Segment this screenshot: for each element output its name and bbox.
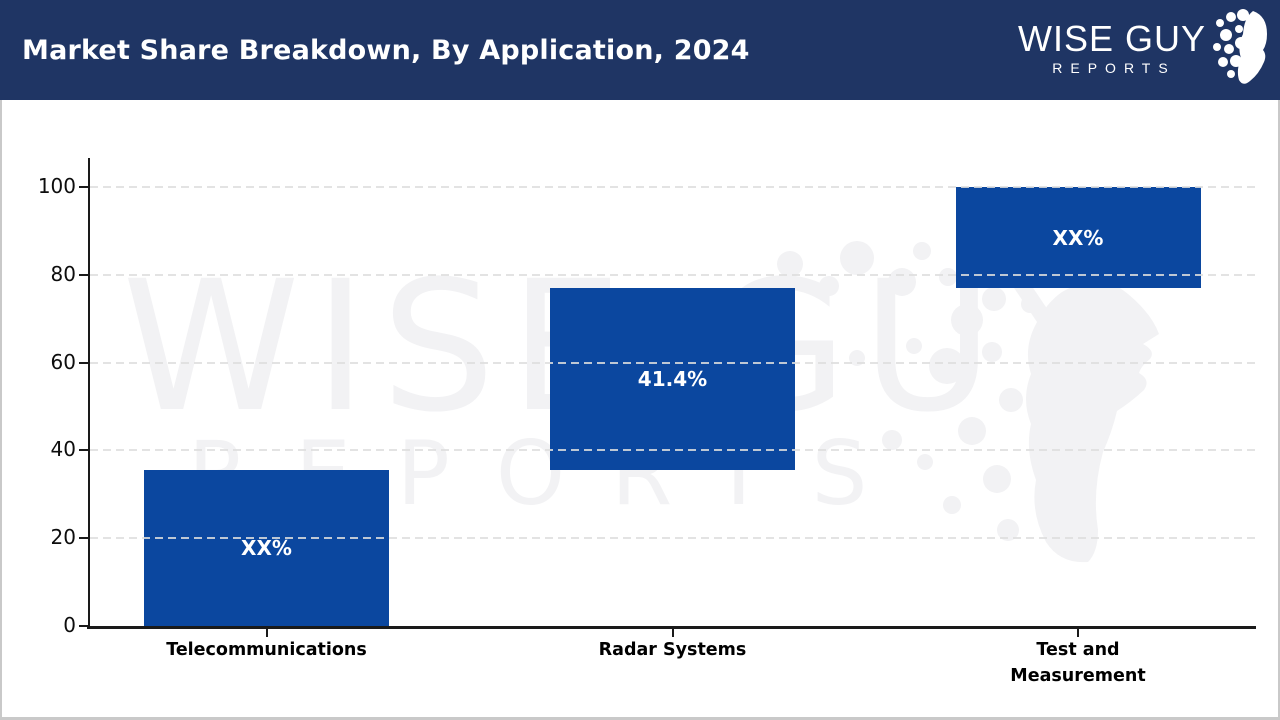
y-tick-label: 60 bbox=[50, 349, 76, 374]
x-axis-line bbox=[87, 626, 1256, 629]
y-tick-mark bbox=[79, 537, 88, 540]
logo-wordmark: WISE GUY bbox=[1017, 18, 1206, 60]
bar-value-label: XX% bbox=[1052, 225, 1104, 250]
y-tick-label: 20 bbox=[50, 525, 76, 550]
x-tick-mark bbox=[671, 629, 674, 637]
x-category-label: Radar Systems bbox=[598, 640, 747, 660]
logo-subtitle: REPORTS bbox=[1052, 59, 1176, 76]
wise-guy-logo: WISE GUY REPORTS bbox=[1018, 8, 1268, 88]
logo-face-icon bbox=[1213, 9, 1267, 84]
x-tick-mark bbox=[1077, 629, 1079, 637]
y-tick-label: 80 bbox=[50, 261, 76, 286]
y-tick-label: 0 bbox=[63, 613, 76, 637]
y-tick-mark bbox=[79, 625, 88, 627]
y-axis-line bbox=[88, 158, 90, 629]
bar-value-label: XX% bbox=[241, 536, 292, 561]
gridline bbox=[90, 273, 1256, 276]
y-tick-mark bbox=[79, 449, 88, 452]
gridline bbox=[90, 449, 1256, 452]
gridline bbox=[90, 361, 1256, 364]
bar-2 bbox=[550, 288, 795, 471]
x-category-label: Telecommunications bbox=[166, 640, 367, 660]
y-tick-label: 40 bbox=[50, 437, 76, 462]
header: Market Share Breakdown, By Application, … bbox=[0, 0, 1280, 100]
bar-value-label: 41.4% bbox=[637, 367, 708, 392]
bar-3 bbox=[955, 187, 1201, 289]
y-tick-mark bbox=[79, 361, 88, 364]
x-category-label: Test and Measurement bbox=[1010, 640, 1146, 686]
y-tick-mark bbox=[79, 186, 88, 188]
x-tick-mark bbox=[265, 629, 268, 637]
y-tick-label: 100 bbox=[37, 174, 76, 198]
gridline bbox=[90, 186, 1256, 188]
bar-1 bbox=[144, 470, 389, 626]
y-tick-mark bbox=[79, 273, 88, 276]
gridline bbox=[90, 537, 1256, 540]
chart-title: Market Share Breakdown, By Application, … bbox=[22, 34, 750, 66]
